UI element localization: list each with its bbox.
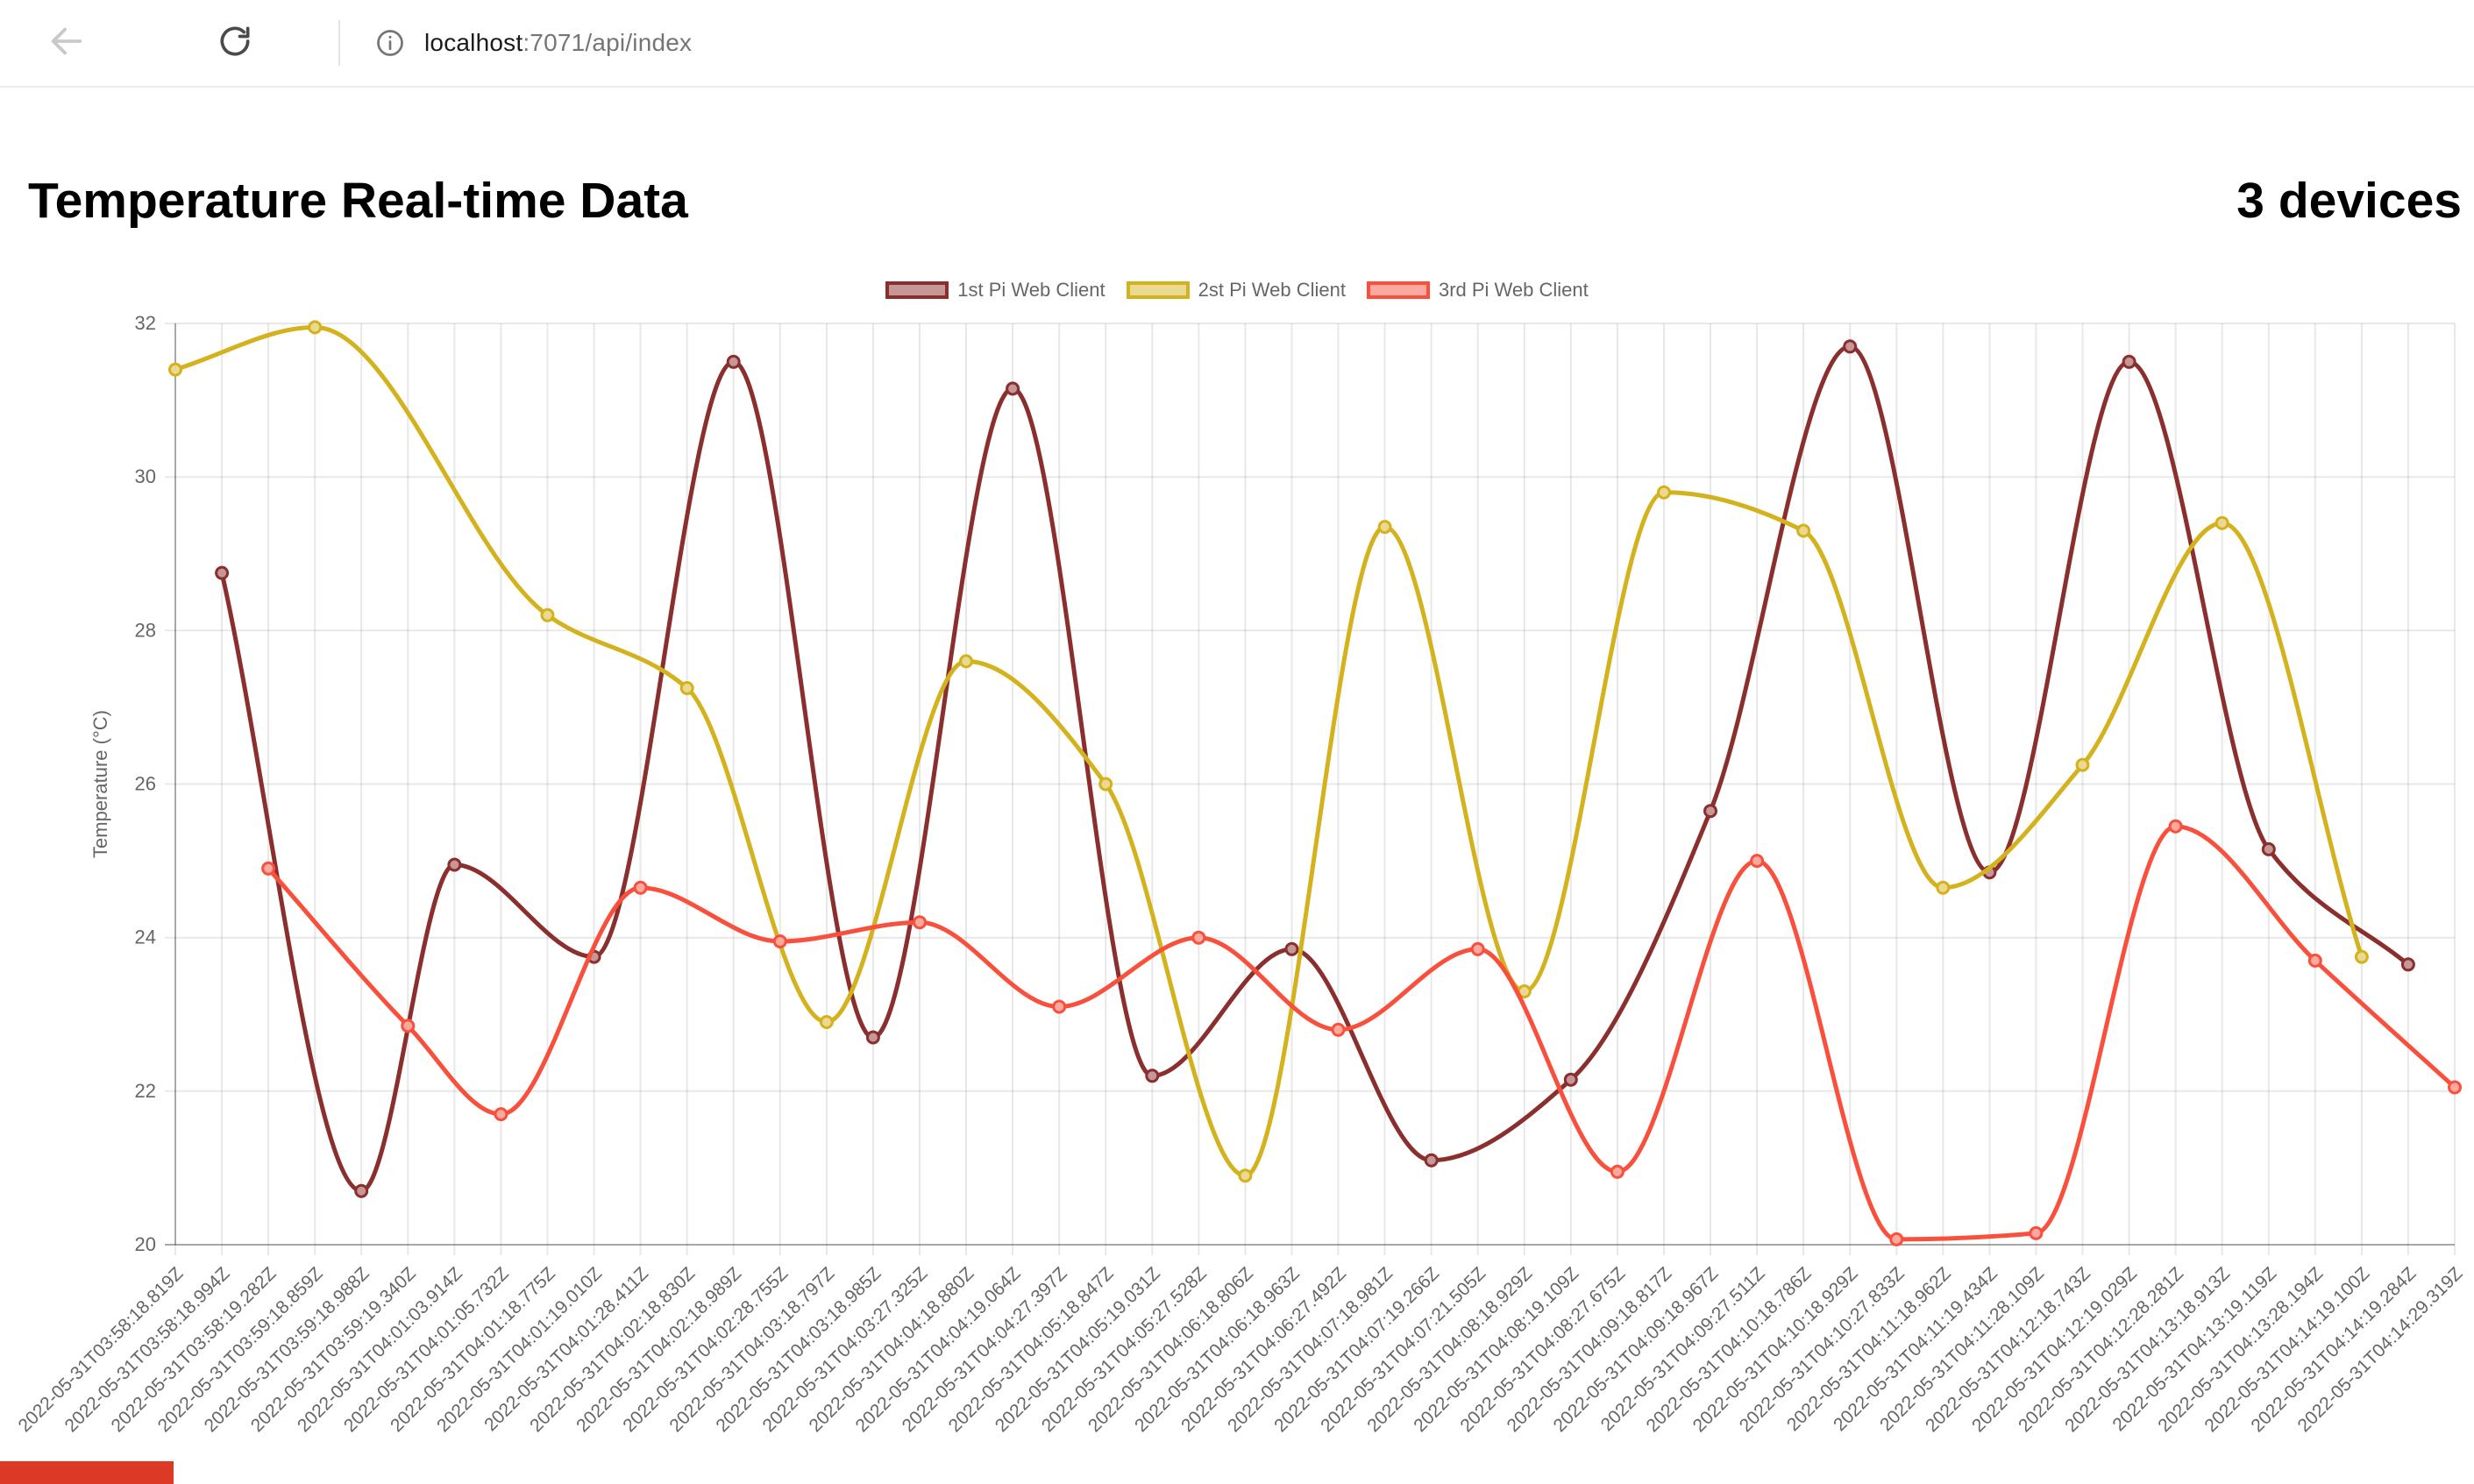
url-host: localhost [424,29,523,56]
data-point [1703,804,1717,819]
data-point [633,880,648,895]
y-axis-title: Temperature (°C) [89,710,111,858]
data-point [215,565,230,580]
data-point [308,320,323,335]
svg-text:22: 22 [135,1080,156,1102]
data-point [494,1107,508,1122]
url-path: :7071/api/index [523,29,693,56]
data-point [2354,949,2369,964]
chart-grid-x [174,323,2456,1255]
legend-swatch [885,281,949,299]
data-point [447,857,462,872]
data-point [2400,957,2415,972]
data-point [168,362,182,377]
refresh-button[interactable] [209,17,261,69]
svg-text:32: 32 [135,312,156,334]
data-point [354,1183,369,1198]
legend-swatch [1366,281,1430,299]
data-point [2168,819,2183,834]
data-point [1657,485,1671,500]
data-point [1284,941,1299,956]
data-point [819,1015,834,1029]
data-point [1052,999,1067,1014]
data-point [1563,1072,1578,1087]
chart-series-2 [168,320,2369,1183]
data-point [1191,930,1206,945]
data-point [772,934,787,948]
back-button[interactable] [40,17,93,69]
data-point [1145,1069,1160,1083]
chart-grid-y: 20 22 24 26 28 30 32 [135,312,2455,1255]
legend-label: 2st Pi Web Client [1198,279,1346,301]
data-point [1936,880,1951,895]
data-point [1750,854,1765,869]
refresh-icon [216,22,254,65]
data-point [2307,953,2322,968]
legend-label: 3rd Pi Web Client [1438,279,1589,301]
data-point [1424,1153,1439,1168]
legend-label: 1st Pi Web Client [957,279,1105,301]
browser-toolbar: localhost:7071/api/index [0,0,2474,88]
chart-axes [165,323,2455,1246]
data-point [2122,354,2136,369]
data-point [865,1030,880,1045]
data-point [1238,1168,1253,1183]
info-icon [377,30,403,56]
url-text: localhost:7071/api/index [424,29,692,57]
svg-text:20: 20 [135,1233,156,1255]
data-point [913,915,927,930]
data-point [679,681,694,695]
legend-item[interactable]: 2st Pi Web Client [1126,279,1346,302]
data-point [2075,757,2090,772]
data-point [2448,1080,2462,1095]
bottom-left-red-block [0,1461,174,1484]
device-count: 3 devices [2236,173,2462,229]
data-point [1006,381,1020,396]
back-arrow-icon [46,21,87,66]
data-point [1331,1022,1346,1037]
legend-swatch [1126,281,1190,299]
data-point [1843,339,1858,354]
svg-text:24: 24 [135,927,156,948]
page-title: Temperature Real-time Data [28,173,688,229]
chart-series-1 [215,339,2415,1198]
address-bar-divider [338,20,340,66]
data-point [1377,520,1392,535]
chart-legend: 1st Pi Web Client 2st Pi Web Client 3rd Pi… [0,279,2474,302]
legend-item[interactable]: 1st Pi Web Client [885,279,1105,302]
chart-series-3 [261,819,2462,1246]
data-point [1889,1232,1904,1246]
data-point [1470,941,1485,956]
address-bar[interactable]: localhost:7071/api/index [370,23,692,63]
page-info-button[interactable] [370,23,410,63]
svg-text:30: 30 [135,465,156,487]
data-point [261,861,276,876]
data-point [401,1019,416,1033]
data-point [726,354,741,369]
chart-x-tick-labels: 2022-05-31T03:58:18.819Z2022-05-31T03:58… [14,1263,2466,1436]
svg-text:26: 26 [135,773,156,795]
data-point [2261,841,2276,856]
data-point [1610,1164,1624,1179]
data-point [2029,1225,2044,1240]
data-point [2215,515,2229,530]
data-point [1098,777,1113,792]
svg-text:28: 28 [135,619,156,641]
legend-item[interactable]: 3rd Pi Web Client [1366,279,1589,302]
data-point [540,607,555,622]
data-point [1796,523,1811,538]
data-point [959,654,973,669]
